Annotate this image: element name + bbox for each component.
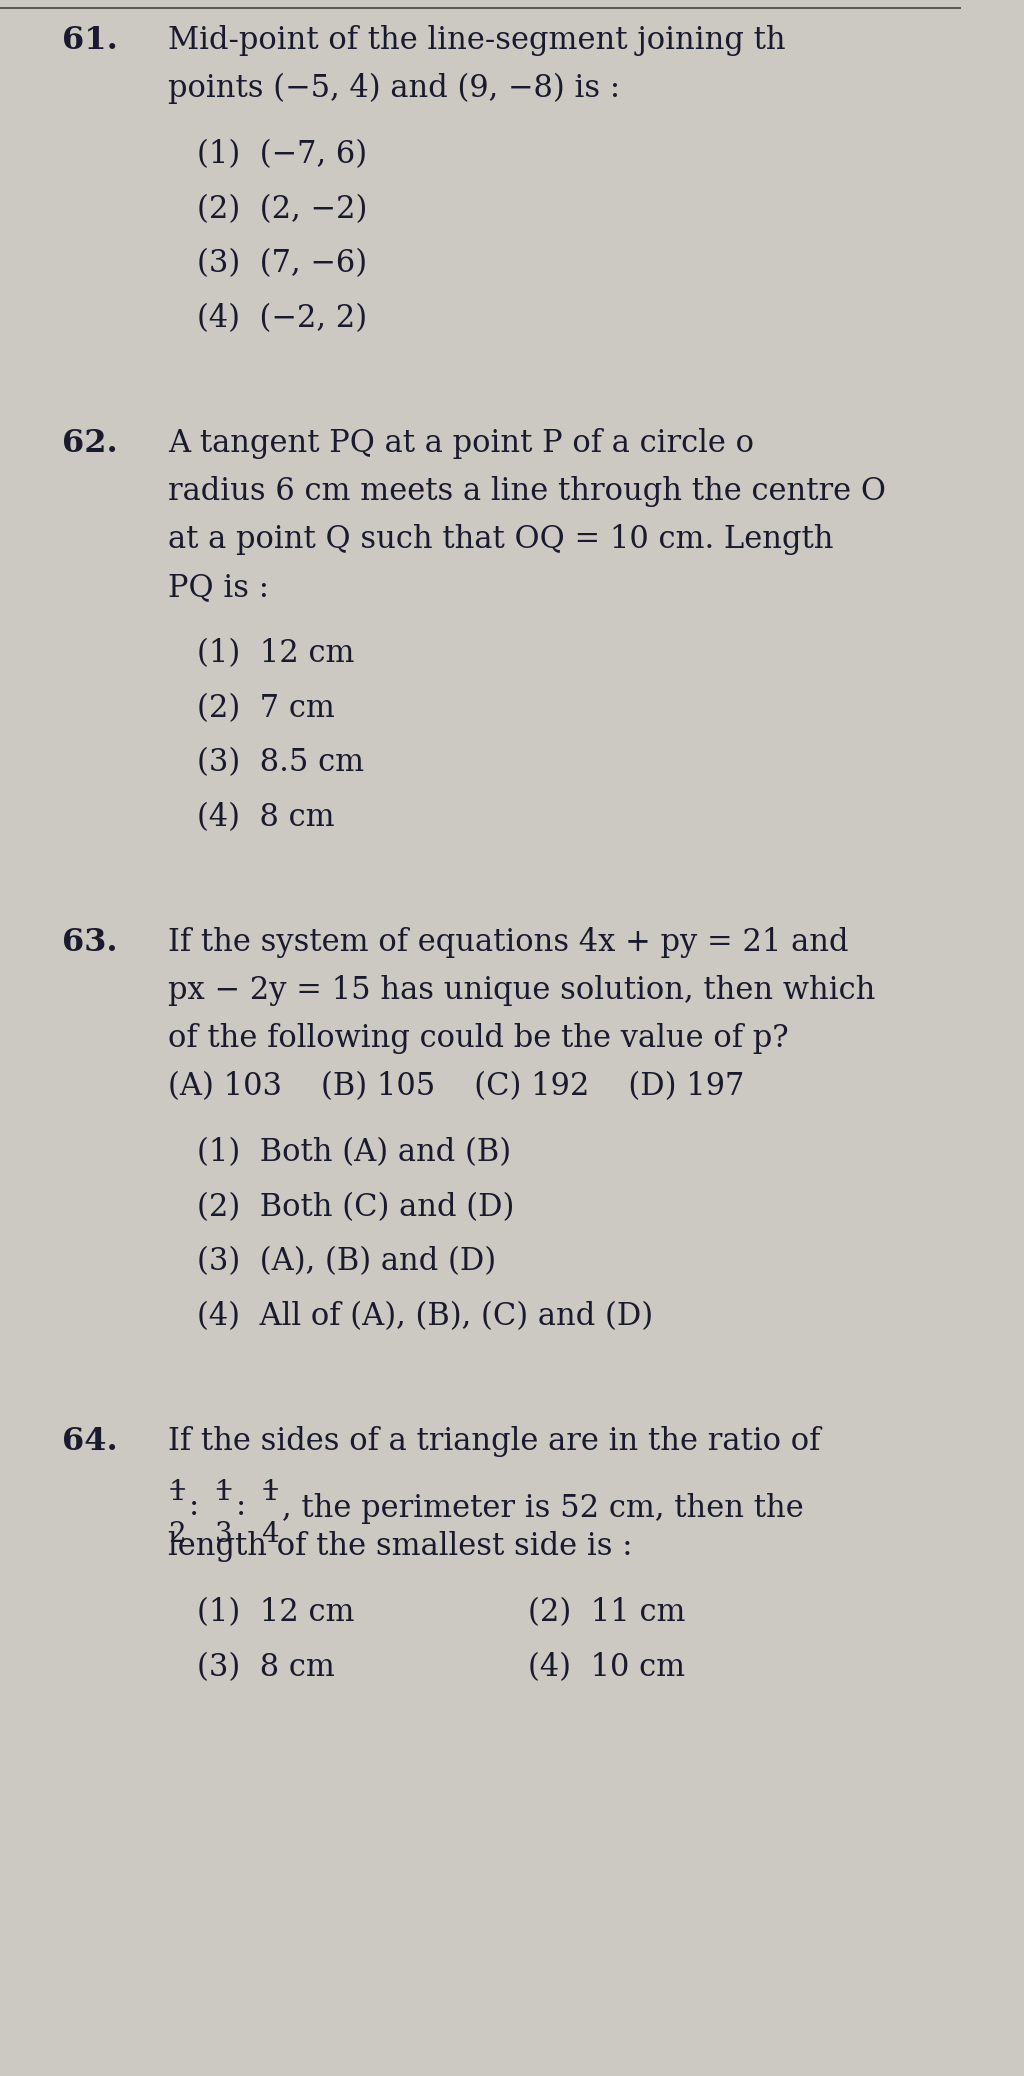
- Text: 1: 1: [168, 1478, 186, 1505]
- Text: If the sides of a triangle are in the ratio of: If the sides of a triangle are in the ra…: [168, 1426, 820, 1457]
- Text: (4)  10 cm: (4) 10 cm: [528, 1652, 685, 1684]
- Text: (1)  12 cm: (1) 12 cm: [197, 1596, 354, 1628]
- Text: A tangent PQ at a point P of a circle o: A tangent PQ at a point P of a circle o: [168, 428, 754, 459]
- Text: 3: 3: [215, 1522, 232, 1549]
- Text: (4)  8 cm: (4) 8 cm: [197, 801, 335, 832]
- Text: (3)  8 cm: (3) 8 cm: [197, 1652, 335, 1684]
- Text: (2)  7 cm: (2) 7 cm: [197, 693, 335, 725]
- Text: 2: 2: [168, 1522, 185, 1549]
- Text: , the perimeter is 52 cm, then the: , the perimeter is 52 cm, then the: [283, 1493, 804, 1524]
- Text: 63.: 63.: [62, 928, 118, 959]
- Text: length of the smallest side is :: length of the smallest side is :: [168, 1530, 633, 1561]
- Text: (3)  8.5 cm: (3) 8.5 cm: [197, 747, 365, 778]
- Text: of the following could be the value of p?: of the following could be the value of p…: [168, 1023, 788, 1055]
- Text: radius 6 cm meets a line through the centre O: radius 6 cm meets a line through the cen…: [168, 475, 886, 507]
- Text: (2)  11 cm: (2) 11 cm: [528, 1596, 686, 1628]
- Text: (2)  Both (C) and (D): (2) Both (C) and (D): [197, 1192, 514, 1223]
- Text: (4)  (−2, 2): (4) (−2, 2): [197, 303, 367, 334]
- Text: px − 2y = 15 has unique solution, then which: px − 2y = 15 has unique solution, then w…: [168, 976, 876, 1007]
- Text: (4)  All of (A), (B), (C) and (D): (4) All of (A), (B), (C) and (D): [197, 1302, 653, 1333]
- Text: Mid-point of the line-segment joining th: Mid-point of the line-segment joining th: [168, 25, 785, 56]
- Text: at a point Q such that OQ = 10 cm. Length: at a point Q such that OQ = 10 cm. Lengt…: [168, 523, 834, 554]
- Text: (1)  Both (A) and (B): (1) Both (A) and (B): [197, 1138, 511, 1167]
- Text: 1: 1: [215, 1478, 232, 1505]
- Text: (1)  12 cm: (1) 12 cm: [197, 637, 354, 668]
- Text: (2)  (2, −2): (2) (2, −2): [197, 193, 368, 224]
- Text: If the system of equations 4x + py = 21 and: If the system of equations 4x + py = 21 …: [168, 928, 849, 959]
- Text: (A) 103    (B) 105    (C) 192    (D) 197: (A) 103 (B) 105 (C) 192 (D) 197: [168, 1071, 744, 1102]
- Text: 64.: 64.: [62, 1426, 118, 1457]
- Text: (3)  (7, −6): (3) (7, −6): [197, 249, 367, 280]
- Text: 62.: 62.: [62, 428, 118, 459]
- Text: 61.: 61.: [62, 25, 119, 56]
- Text: points (−5, 4) and (9, −8) is :: points (−5, 4) and (9, −8) is :: [168, 73, 621, 104]
- Text: 1: 1: [261, 1478, 279, 1505]
- Text: (3)  (A), (B) and (D): (3) (A), (B) and (D): [197, 1246, 496, 1277]
- Text: (1)  (−7, 6): (1) (−7, 6): [197, 139, 367, 170]
- Text: 4: 4: [261, 1522, 279, 1549]
- Text: :: :: [189, 1491, 200, 1522]
- Text: :: :: [236, 1491, 246, 1522]
- Text: PQ is :: PQ is :: [168, 571, 269, 602]
